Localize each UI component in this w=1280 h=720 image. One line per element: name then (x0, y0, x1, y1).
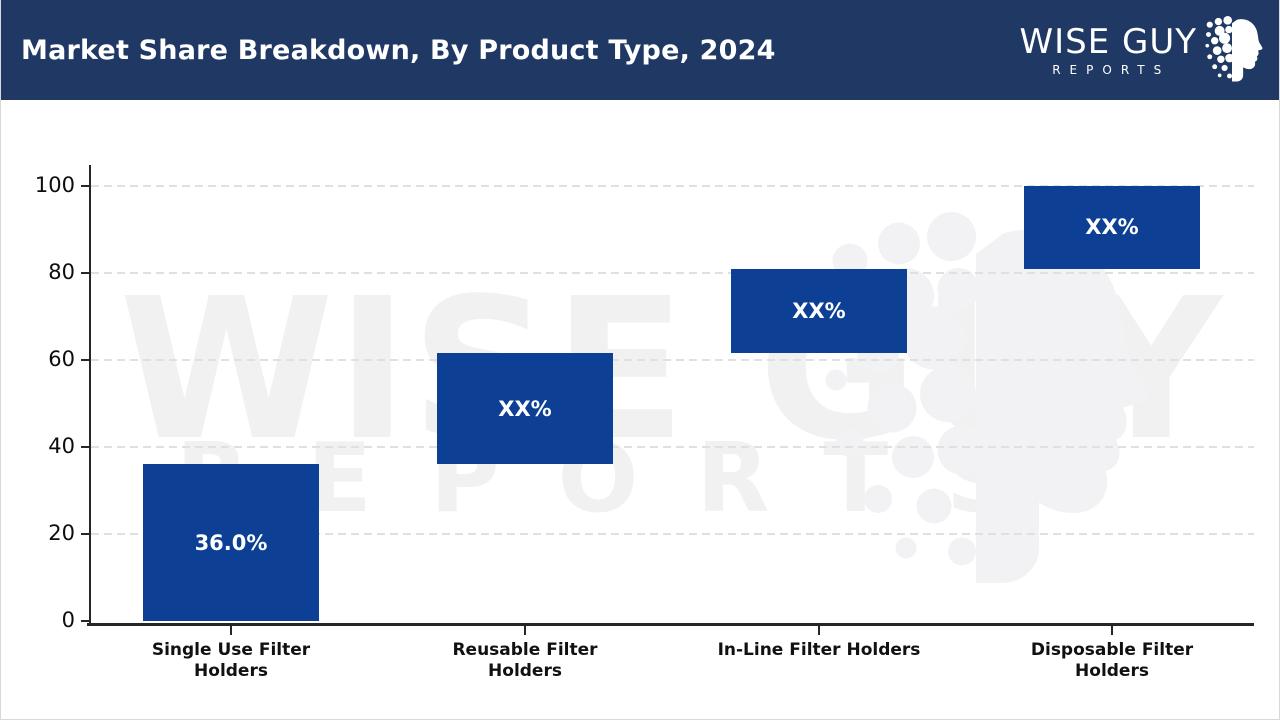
x-tick-mark (524, 626, 526, 635)
gridline (91, 533, 1254, 535)
y-tick-label: 60 (48, 347, 75, 371)
y-tick-mark (81, 620, 89, 622)
bar-value-label: 36.0% (194, 530, 268, 555)
y-tick-label: 100 (34, 173, 75, 197)
header: Market Share Breakdown, By Product Type,… (1, 0, 1279, 100)
bar-segment: 36.0% (143, 464, 319, 621)
logo-sub-wordmark: REPORTS (1052, 62, 1171, 77)
y-tick-mark (81, 533, 89, 535)
x-tick-mark (230, 626, 232, 635)
y-tick-label: 0 (61, 608, 75, 632)
y-tick-mark (81, 272, 89, 274)
y-tick-mark (81, 185, 89, 187)
gridline (91, 446, 1254, 448)
bar-value-label: XX% (792, 299, 846, 324)
wiseguy-logo-text: WISE GUY REPORTS (1019, 25, 1197, 76)
bar-value-label: XX% (498, 396, 552, 421)
y-tick-label: 80 (48, 260, 75, 284)
bar-segment: XX% (1024, 186, 1200, 269)
gridline (91, 359, 1254, 361)
wiseguy-logo: WISE GUY REPORTS (1019, 16, 1263, 84)
x-category-label: Single Use Filter Holders (151, 640, 311, 682)
gridline (91, 185, 1254, 187)
y-tick-mark (81, 359, 89, 361)
logo-wordmark: WISE GUY (1019, 21, 1197, 62)
y-tick-mark (81, 446, 89, 448)
y-tick-label: 40 (48, 434, 75, 458)
gridline (91, 272, 1254, 274)
y-tick-label: 20 (48, 521, 75, 545)
x-category-label: In-Line Filter Holders (717, 640, 921, 660)
bar-segment: XX% (437, 353, 613, 465)
bar-value-label: XX% (1085, 215, 1139, 240)
bar-segment: XX% (731, 268, 907, 354)
x-category-label: Reusable Filter Holders (452, 640, 598, 682)
x-axis-line (87, 623, 1254, 626)
x-tick-mark (1111, 626, 1113, 635)
y-axis-line (89, 165, 91, 626)
x-category-label: Disposable Filter Holders (1030, 640, 1194, 682)
page-title: Market Share Breakdown, By Product Type,… (21, 34, 776, 66)
x-tick-mark (818, 626, 820, 635)
